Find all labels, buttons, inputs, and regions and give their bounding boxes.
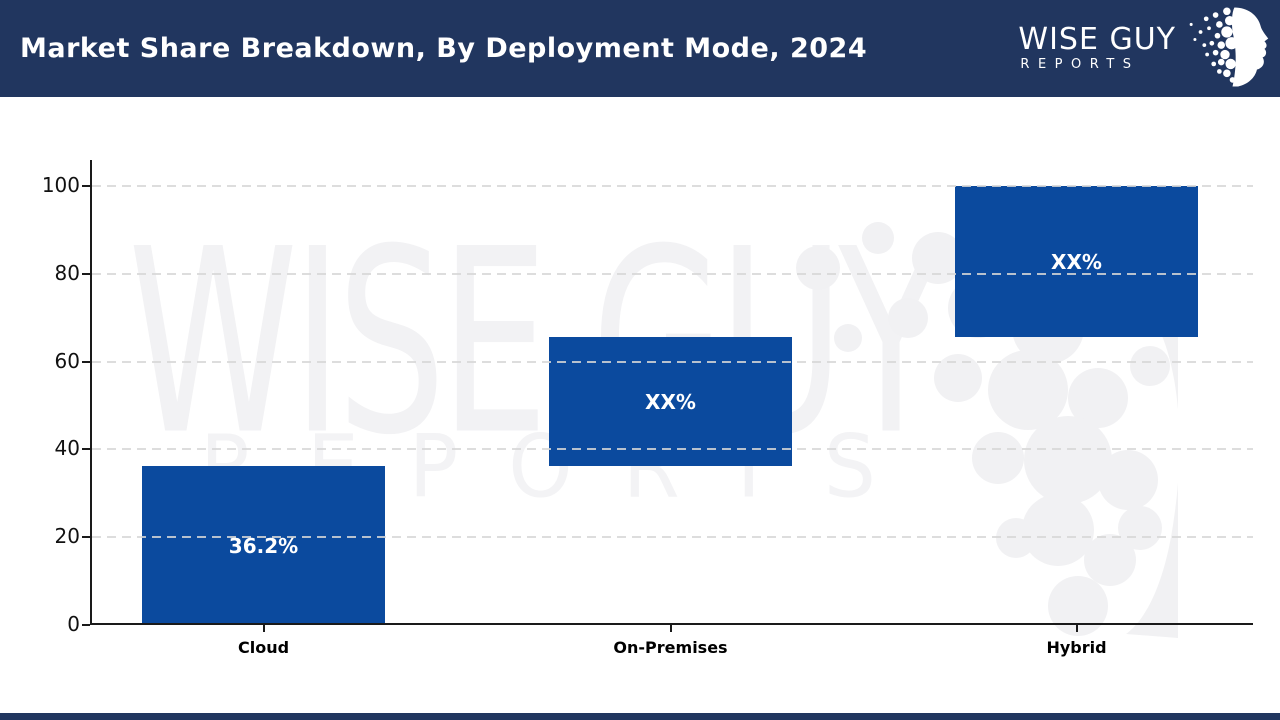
x-axis-category-label: Cloud: [237, 638, 290, 657]
bar-segment: [955, 186, 1198, 338]
x-axis-tick: [262, 625, 265, 632]
wiseguy-face-icon: [1178, 3, 1272, 95]
y-axis-tick: [82, 448, 90, 451]
bar-segment: [549, 337, 792, 467]
logo-wordmark: WISE GUY: [1018, 21, 1176, 57]
x-axis-tick: [1075, 625, 1078, 632]
y-axis-tick: [82, 360, 90, 363]
y-axis-tick: [82, 272, 90, 275]
wiseguy-logo-text: WISE GUY REPORTS: [1018, 21, 1176, 73]
y-axis-tick-label: 60: [54, 348, 80, 373]
y-axis-tick-label: 40: [54, 436, 80, 461]
x-axis-tick: [669, 625, 672, 632]
header-bar: Market Share Breakdown, By Deployment Mo…: [0, 0, 1280, 97]
y-axis-tick: [82, 536, 90, 539]
bar-value-label: XX%: [1051, 249, 1102, 274]
y-axis-tick-label: 80: [54, 260, 80, 285]
y-gridline: [92, 272, 1253, 275]
wiseguy-logo: WISE GUY REPORTS: [1018, 3, 1280, 95]
y-gridline: [92, 360, 1253, 363]
y-gridline: [92, 536, 1253, 539]
y-axis-tick-label: 20: [54, 524, 80, 549]
y-axis-tick: [82, 624, 90, 626]
watermark-wordmark: WISE GUY: [128, 193, 944, 492]
y-axis-tick: [82, 185, 90, 187]
page-title: Market Share Breakdown, By Deployment Mo…: [20, 33, 868, 64]
bar-value-label: 36.2%: [228, 533, 299, 558]
logo-subtitle: REPORTS: [1020, 56, 1140, 72]
y-gridline: [92, 448, 1253, 451]
footer-bar: [0, 713, 1280, 720]
y-axis-tick-label: 0: [67, 612, 80, 636]
x-axis-category-label: On-Premises: [613, 638, 728, 657]
y-axis-tick-label: 100: [41, 173, 80, 197]
bar-value-label: XX%: [645, 389, 696, 414]
x-axis-line: [90, 623, 1253, 625]
bar-segment: [142, 466, 385, 625]
waterfall-chart: 0 20 40 60 80 100 36.2% Cloud XX% On-Premises XX% H…: [0, 97, 1280, 713]
y-gridline: [92, 185, 1253, 187]
x-axis-category-label: Hybrid: [1046, 638, 1107, 657]
y-axis-line: [90, 160, 92, 625]
